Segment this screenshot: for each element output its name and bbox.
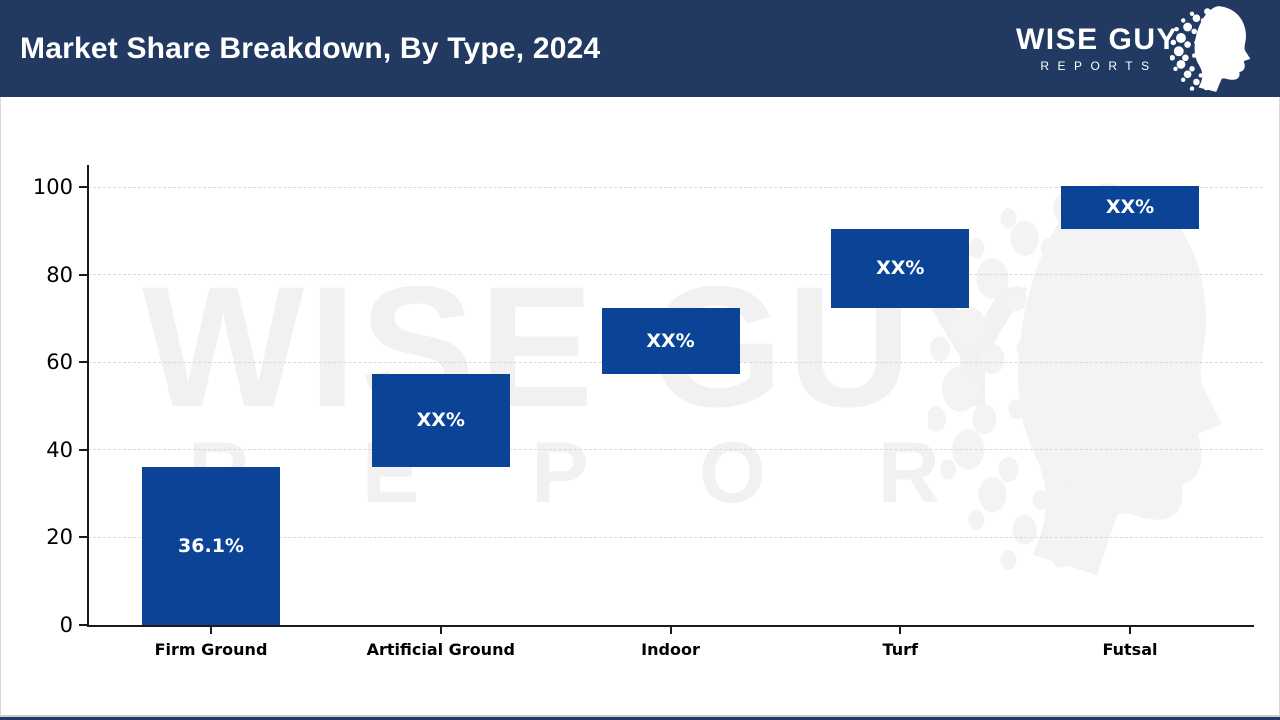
footer-hairline: [0, 715, 1280, 717]
y-tick-label: 20: [46, 525, 73, 550]
wise-guy-reports-logo: WISE GUY REPORTS: [1016, 5, 1258, 93]
y-tick-mark: [79, 448, 87, 451]
x-category-label: Firm Ground: [154, 640, 268, 659]
y-gridline: [88, 536, 1263, 538]
y-gridline: [88, 274, 1263, 276]
y-gridline: [88, 186, 1263, 188]
y-gridline: [88, 449, 1263, 451]
bar-artificial-ground: XX%: [371, 374, 510, 467]
bar-futsal: XX%: [1061, 185, 1199, 230]
bar-value-label: 36.1%: [178, 534, 244, 557]
bar-firm-ground: 36.1%: [142, 466, 280, 625]
bar-value-label: XX%: [1105, 196, 1155, 219]
y-axis-line: [87, 165, 89, 627]
x-tick-mark: [210, 627, 212, 634]
dotted-head-profile-icon: [1170, 5, 1251, 92]
y-tick-mark: [79, 536, 87, 539]
footer-bar: [0, 717, 1280, 720]
x-category-label: Artificial Ground: [366, 640, 515, 659]
y-tick-label: 100: [32, 175, 73, 199]
x-tick-mark: [1129, 627, 1131, 634]
y-tick-mark: [79, 186, 87, 188]
header-bar: Market Share Breakdown, By Type, 2024 WI…: [0, 0, 1280, 97]
chart-title: Market Share Breakdown, By Type, 2024: [20, 31, 601, 65]
y-tick-mark: [79, 273, 87, 276]
x-tick-mark: [899, 627, 902, 634]
y-tick-mark: [79, 624, 87, 626]
left-border: [0, 97, 1, 716]
y-tick-label: 0: [59, 613, 73, 637]
x-axis-line: [87, 625, 1254, 627]
logo-subtitle: REPORTS: [1040, 58, 1158, 73]
y-tick-mark: [79, 361, 87, 364]
x-category-label: Indoor: [641, 640, 700, 659]
bar-value-label: XX%: [876, 257, 925, 280]
x-category-label: Turf: [882, 640, 918, 659]
y-tick-label: 40: [46, 437, 73, 462]
logo-text: WISE GUY REPORTS: [1015, 22, 1178, 73]
y-tick-label: 80: [46, 262, 73, 287]
x-tick-mark: [439, 627, 442, 634]
x-tick-mark: [669, 627, 672, 634]
bar-turf: XX%: [831, 229, 970, 308]
y-tick-label: 60: [46, 350, 73, 375]
logo-wordmark: WISE GUY: [1015, 22, 1178, 56]
bar-value-label: XX%: [416, 409, 465, 432]
bar-indoor: XX%: [601, 307, 740, 374]
x-category-label: Futsal: [1102, 640, 1158, 659]
bar-value-label: XX%: [646, 329, 695, 352]
